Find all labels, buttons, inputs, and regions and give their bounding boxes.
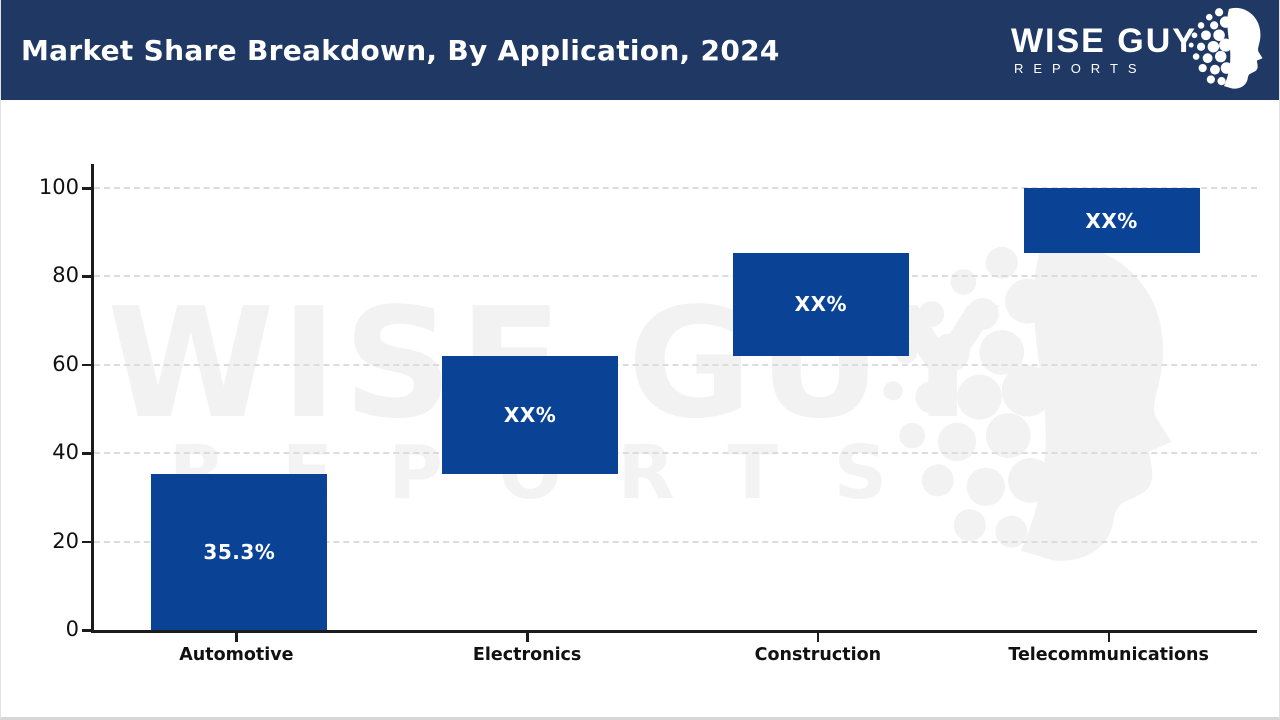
x-axis-label-electronics: Electronics bbox=[472, 645, 582, 665]
y-tick-label-80: 80 bbox=[52, 263, 79, 288]
bar-value-label: XX% bbox=[794, 292, 848, 317]
gridline-80 bbox=[94, 275, 1257, 278]
chart-area: WISE GUY REPORTS 35.3%XX%XX%XX% 02040608… bbox=[1, 100, 1279, 717]
logo-subtitle: REPORTS bbox=[1013, 61, 1147, 76]
wiseguy-logo: WISE GUY REPORTS bbox=[1011, 4, 1265, 96]
gridline-60 bbox=[94, 363, 1257, 366]
logo-wordmark: WISE GUY bbox=[1010, 22, 1197, 60]
y-tick-label-60: 60 bbox=[52, 351, 79, 376]
x-axis-label-automotive: Automotive bbox=[179, 645, 294, 665]
y-tick-label-20: 20 bbox=[52, 528, 79, 553]
logo-face-icon bbox=[1188, 7, 1263, 89]
plot-area: 35.3% XX% XX% XX% bbox=[91, 164, 1257, 633]
bar-value-label: XX% bbox=[503, 402, 557, 427]
y-tick-label-0: 0 bbox=[65, 617, 79, 641]
x-tick-mark-electronics bbox=[526, 633, 529, 642]
bar-automotive: 35.3% bbox=[151, 473, 328, 630]
bar-value-label: 35.3% bbox=[203, 539, 276, 564]
bar-construction: XX% bbox=[732, 252, 909, 356]
x-axis-label-construction: Construction bbox=[754, 645, 882, 665]
y-tick-mark-100 bbox=[82, 187, 91, 190]
y-tick-mark-40 bbox=[82, 452, 91, 455]
gridline-20 bbox=[94, 540, 1257, 543]
y-tick-label-40: 40 bbox=[52, 440, 79, 465]
header: Market Share Breakdown, By Application, … bbox=[1, 0, 1279, 100]
bar-value-label: XX% bbox=[1085, 208, 1138, 233]
y-tick-mark-60 bbox=[82, 363, 91, 367]
gridline-40 bbox=[94, 452, 1257, 455]
x-tick-mark-construction bbox=[816, 633, 820, 642]
x-axis-label-telecommunications: Telecommunications bbox=[1008, 645, 1209, 665]
x-tick-mark-automotive bbox=[235, 633, 238, 642]
x-tick-mark-telecommunications bbox=[1107, 633, 1111, 642]
page-title: Market Share Breakdown, By Application, … bbox=[21, 33, 780, 67]
bar-telecommunications: XX% bbox=[1023, 188, 1200, 253]
y-tick-mark-80 bbox=[82, 275, 91, 278]
y-tick-mark-20 bbox=[82, 540, 91, 544]
y-tick-mark-0 bbox=[82, 629, 91, 632]
y-tick-label-100: 100 bbox=[38, 175, 79, 199]
bar-electronics: XX% bbox=[442, 355, 619, 474]
watermark-face-icon bbox=[883, 245, 1172, 561]
gridline-100 bbox=[94, 187, 1257, 189]
